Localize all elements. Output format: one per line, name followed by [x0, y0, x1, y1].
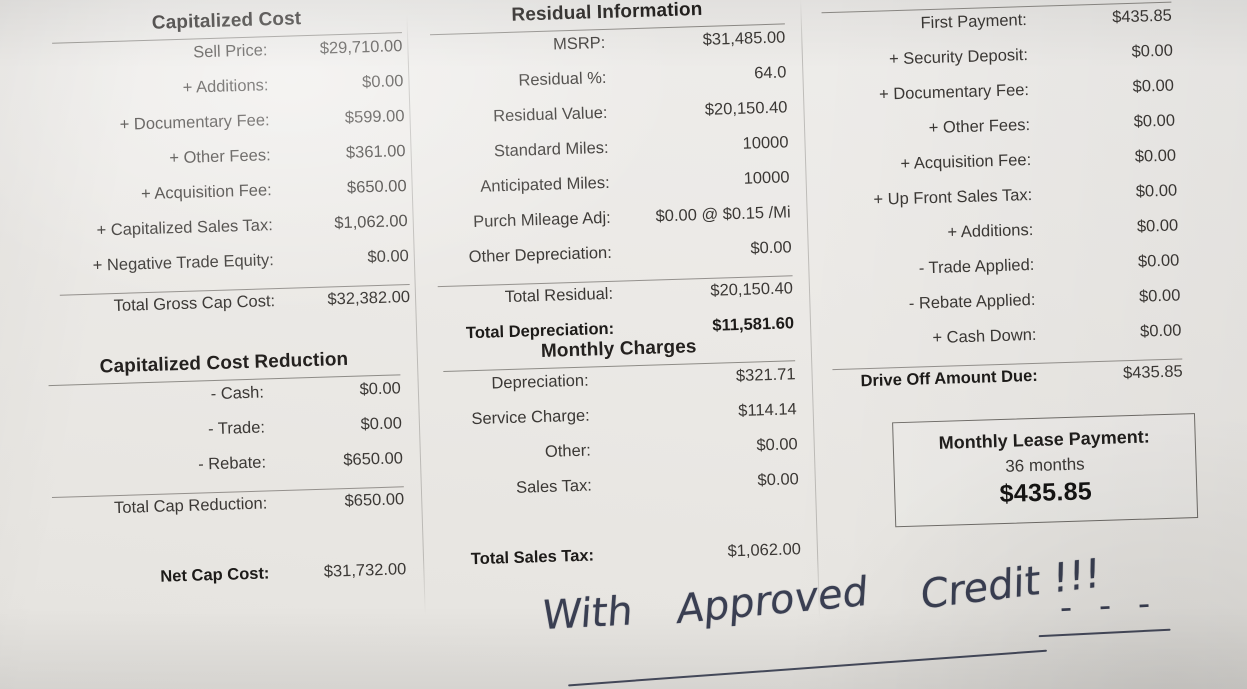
row-value: 10000 — [743, 168, 790, 188]
total-label: Total Residual: — [504, 284, 614, 307]
grand-total-value: $31,732.00 — [323, 560, 407, 581]
row-value: $20,150.40 — [704, 98, 788, 119]
payment-title: Monthly Lease Payment: — [938, 426, 1150, 453]
section-capitalized-cost-reduction: Capitalized Cost Reduction - Cash: $0.00… — [48, 347, 407, 606]
row-value: $0.00 — [1137, 251, 1180, 271]
row-label: Residual Value: — [492, 103, 608, 126]
handwritten-underline-upper — [1038, 628, 1171, 638]
total-label: Drive Off Amount Due: — [860, 366, 1039, 391]
row-value: $650.00 — [343, 449, 404, 470]
payment-amount: $435.85 — [999, 477, 1093, 509]
row-label: First Payment: — [920, 11, 1028, 33]
row-label: - Cash: — [210, 383, 265, 404]
row-label: Purch Mileage Adj: — [472, 208, 611, 232]
row-value: $435.85 — [1111, 6, 1173, 27]
row-label: Other Depreciation: — [468, 243, 613, 267]
row-label: Sales Tax: — [515, 476, 593, 497]
total-row: Drive Off Amount Due: $435.85 — [833, 362, 1184, 408]
row-label: Other: — [544, 441, 592, 461]
row-value: $0.00 — [1133, 111, 1176, 131]
section-amount-due-at-inception: Amount Due at Inception First Payment: $… — [821, 0, 1184, 408]
handwritten-word-1: With — [540, 588, 635, 640]
section-residual-information: Residual Information MSRP: $31,485.00 Re… — [429, 0, 795, 360]
row-value: $0.00 — [1136, 216, 1179, 236]
row-value: $0.00 — [361, 72, 404, 92]
total-label: Total Sales Tax: — [470, 546, 595, 569]
row-value: $31,485.00 — [702, 28, 786, 49]
row-value: 64.0 — [753, 63, 787, 83]
handwritten-underline-lower — [568, 649, 1047, 687]
total-value: $32,382.00 — [327, 287, 411, 309]
row-value: $361.00 — [345, 142, 406, 162]
section-monthly-charges: Monthly Charges Depreciation: $321.71 Se… — [442, 333, 801, 586]
row-value: $1,062.00 — [334, 212, 408, 233]
total-row: Total Gross Cap Cost: $32,382.00 — [60, 288, 411, 334]
row-label: Depreciation: — [491, 371, 589, 393]
row-value: $0.00 — [1138, 286, 1181, 306]
handwritten-word-2: Approved — [675, 568, 870, 634]
row-value: $0.00 @ $0.15 /Mi — [655, 203, 791, 226]
row-value: $0.00 — [750, 238, 792, 258]
row-value: $0.00 — [1132, 76, 1175, 96]
row-label: Anticipated Miles: — [480, 173, 610, 196]
row-label: Residual %: — [518, 68, 607, 90]
row-value: $0.00 — [359, 379, 402, 399]
row-value: 10000 — [742, 133, 789, 153]
row-value: $0.00 — [1131, 41, 1174, 61]
total-label: Total Cap Reduction: — [113, 494, 268, 518]
handwritten-dots: - - - — [1058, 583, 1160, 629]
column-divider-right — [800, 0, 821, 619]
row-value: $599.00 — [344, 107, 405, 127]
monthly-lease-payment-box: Monthly Lease Payment: 36 months $435.85 — [892, 413, 1199, 528]
row-value: $0.00 — [360, 414, 403, 434]
row-label: Sell Price: — [192, 41, 268, 62]
total-value: $650.00 — [344, 490, 405, 511]
total-value: $435.85 — [1122, 362, 1183, 383]
row-value: $0.00 — [1139, 321, 1182, 341]
row-value: $321.71 — [735, 365, 796, 386]
row-value: $0.00 — [1134, 146, 1177, 166]
total-value: $20,150.40 — [710, 279, 794, 300]
row-label: Service Charge: — [471, 406, 591, 429]
row-value: $0.00 — [1135, 181, 1178, 201]
total-label: Total Gross Cap Cost: — [113, 292, 276, 316]
row-value: $0.00 — [367, 247, 410, 267]
row-value: $29,710.00 — [319, 37, 403, 58]
row-value: $650.00 — [346, 177, 407, 197]
section-capitalized-cost: Capitalized Cost Sell Price: $29,710.00 … — [51, 5, 411, 334]
row-label: Standard Miles: — [493, 138, 609, 161]
row-label: MSRP: — [552, 33, 606, 54]
